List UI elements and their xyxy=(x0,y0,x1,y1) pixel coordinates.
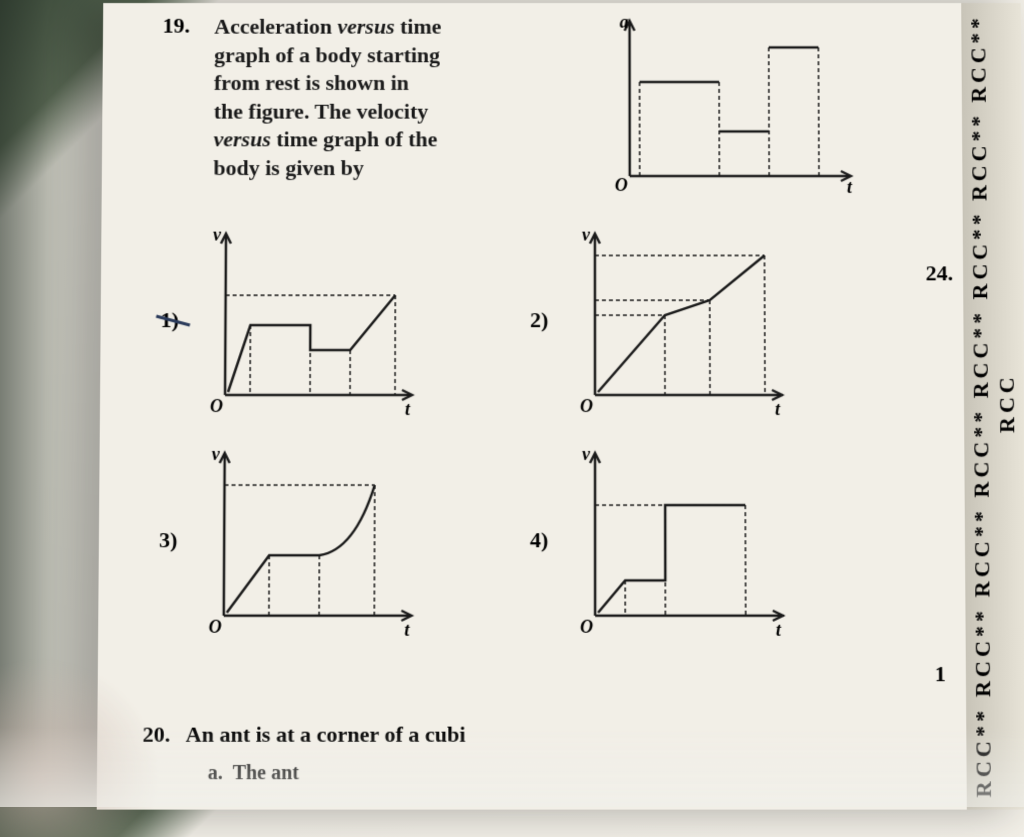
option-3: 3) v O t xyxy=(158,440,490,641)
question-20: 20. An ant is at a corner of a cubi xyxy=(142,722,746,748)
question-19-content: 19. Acceleration versus time graph of a … xyxy=(161,13,858,193)
question-number: 19. xyxy=(163,13,203,39)
option-4-graph: v O t xyxy=(570,440,791,641)
option-2-label: 2) xyxy=(530,307,560,333)
option-3-graph: v O t xyxy=(198,440,419,641)
y-axis-label: a xyxy=(620,13,629,32)
option-2-graph: v O t xyxy=(570,221,790,420)
svg-text:O: O xyxy=(580,617,593,637)
svg-text:v: v xyxy=(212,444,221,464)
x-axis-label: t xyxy=(847,177,853,197)
svg-text:t: t xyxy=(775,399,781,419)
question-text: Acceleration versus time graph of a body… xyxy=(213,13,441,183)
option-1-graph: v O t xyxy=(200,221,421,420)
textbook-page: 19. Acceleration versus time graph of a … xyxy=(97,3,1024,810)
question-20-sub: a. The ant xyxy=(208,762,299,785)
option-1: 1) v O t xyxy=(160,221,490,420)
option-3-label: 3) xyxy=(159,527,189,553)
svg-text:v: v xyxy=(213,225,222,245)
margin-24: 24. xyxy=(926,260,954,286)
option-2: 2) v O t xyxy=(530,221,860,420)
origin-label: O xyxy=(615,175,628,195)
svg-text:t: t xyxy=(776,620,782,640)
margin-1: 1 xyxy=(935,661,946,687)
main-acceleration-graph: a O t xyxy=(600,13,859,201)
svg-text:t: t xyxy=(404,620,410,640)
option-4: 4) v O t xyxy=(530,440,861,641)
svg-text:O: O xyxy=(210,396,223,416)
svg-text:t: t xyxy=(405,399,411,419)
svg-text:v: v xyxy=(582,444,591,464)
option-1-label: 1) xyxy=(160,307,190,333)
answer-options: 1) v O t xyxy=(158,221,861,641)
svg-text:v: v xyxy=(582,225,591,245)
svg-text:O: O xyxy=(209,617,222,637)
book-spine: RCC** RCC** RCC** RCC** RCC** RCC** RCC*… xyxy=(961,3,1024,810)
svg-text:O: O xyxy=(580,396,593,416)
option-4-label: 4) xyxy=(530,527,560,553)
